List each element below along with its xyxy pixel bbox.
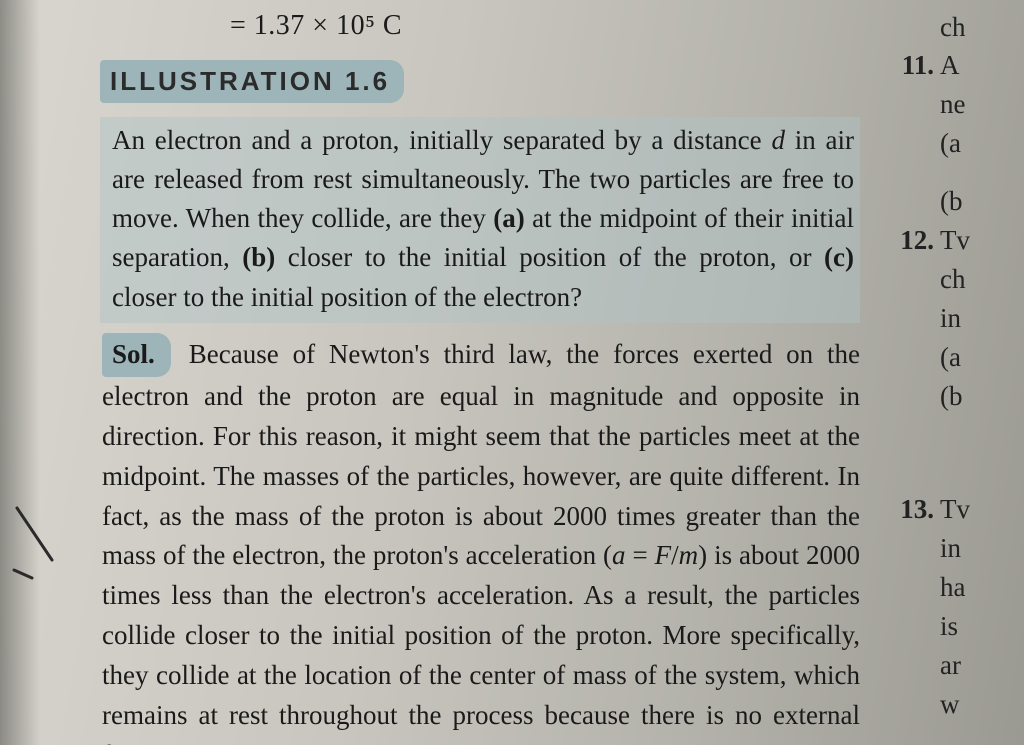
solution-label: Sol. (102, 333, 171, 377)
text-fragment: (b (894, 182, 1024, 221)
illustration-heading: ILLUSTRATION 1.6 (100, 60, 404, 103)
fragment-text: in (940, 299, 961, 338)
indent-spacer (894, 568, 934, 607)
fragment-text: Tv (940, 490, 970, 529)
problem-statement: An electron and a proton, initially sepa… (100, 117, 860, 323)
question-number-fragment: 13.Tv (894, 490, 1024, 529)
fragment-text: is (940, 607, 958, 646)
indent-spacer (894, 260, 934, 299)
fragment-text: (a (940, 338, 961, 377)
indent-spacer (894, 529, 934, 568)
text-fragment: in (894, 529, 1024, 568)
question-number-fragment: 12.Tv (894, 221, 1024, 260)
text-fragment: ha (894, 568, 1024, 607)
equation-line: = 1.37 × 10⁵ C (230, 10, 860, 42)
indent-spacer (894, 377, 934, 416)
fragment-text: (a (940, 124, 961, 163)
indent-spacer (894, 299, 934, 338)
textbook-page: = 1.37 × 10⁵ C ILLUSTRATION 1.6 An elect… (0, 0, 1024, 745)
fragment-text: (b (940, 182, 963, 221)
text-fragment: (b (894, 377, 1024, 416)
indent-spacer (894, 124, 934, 163)
indent-spacer (894, 607, 934, 646)
text-fragment: ch (894, 260, 1024, 299)
fragment-text: ar (940, 646, 961, 685)
text-fragment: ar (894, 646, 1024, 685)
fragment-text: (b (940, 377, 963, 416)
list-number: 12. (894, 221, 934, 260)
text-fragment: ch (894, 8, 1024, 47)
indent-spacer (894, 646, 934, 685)
fragment-text: ne (940, 85, 965, 124)
solution-text: Because of Newton's third law, the force… (102, 339, 860, 745)
indent-spacer (894, 338, 934, 377)
indent-spacer (894, 85, 934, 124)
text-fragment: w (894, 685, 1024, 724)
indent-spacer (894, 685, 934, 724)
text-fragment: ne (894, 85, 1024, 124)
text-fragment: (a (894, 124, 1024, 163)
fragment-text: Tv (940, 221, 970, 260)
list-number: 13. (894, 490, 934, 529)
fragment-text: ch (940, 8, 965, 47)
solution-block: Sol.Because of Newton's third law, the f… (100, 333, 860, 745)
fragment-text: in (940, 529, 961, 568)
fragment-text: A (940, 46, 960, 85)
text-fragment: (a (894, 338, 1024, 377)
list-number: 11. (894, 46, 934, 85)
text-fragment: in (894, 299, 1024, 338)
question-number-fragment: 11.A (894, 46, 1024, 85)
fragment-text: w (940, 685, 960, 724)
main-column: = 1.37 × 10⁵ C ILLUSTRATION 1.6 An elect… (100, 0, 860, 745)
indent-spacer (894, 8, 934, 47)
indent-spacer (894, 182, 934, 221)
fragment-text: ch (940, 260, 965, 299)
text-fragment: is (894, 607, 1024, 646)
fragment-text: ha (940, 568, 965, 607)
page-shadow (0, 0, 40, 745)
